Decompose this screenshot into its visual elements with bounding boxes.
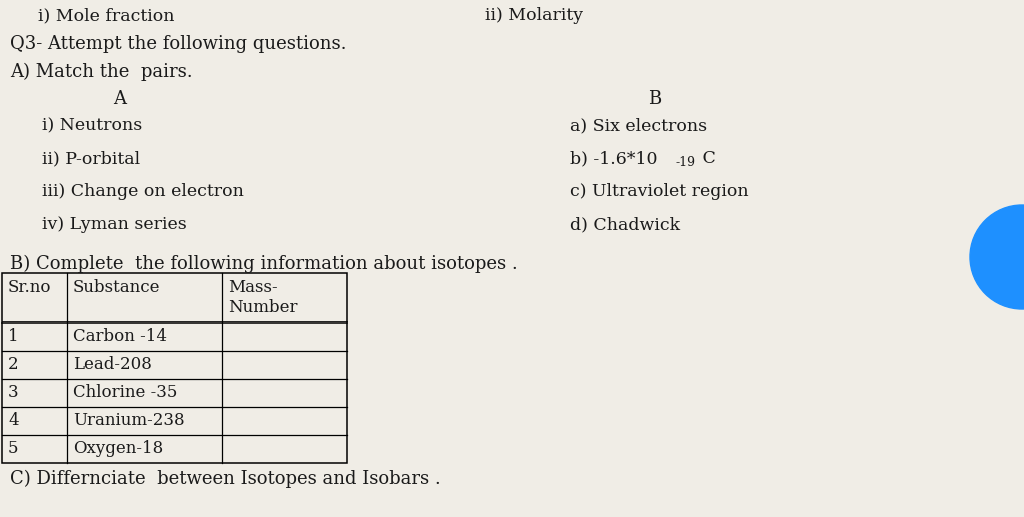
Text: Lead-208: Lead-208 (73, 356, 152, 373)
Text: Sr.no: Sr.no (8, 279, 51, 296)
Text: Substance: Substance (73, 279, 161, 296)
Text: Mass-
Number: Mass- Number (228, 279, 298, 315)
Text: 1: 1 (8, 328, 18, 345)
Text: Chlorine -35: Chlorine -35 (73, 384, 177, 401)
Text: i) Mole fraction: i) Mole fraction (38, 7, 174, 24)
Circle shape (970, 205, 1024, 309)
Text: i) Neutrons: i) Neutrons (42, 117, 142, 134)
Text: 4: 4 (8, 412, 18, 429)
Text: Oxygen-18: Oxygen-18 (73, 440, 163, 457)
Text: a) Six electrons: a) Six electrons (570, 117, 708, 134)
Text: Uranium-238: Uranium-238 (73, 412, 184, 429)
Text: A) Match the  pairs.: A) Match the pairs. (10, 63, 193, 81)
Text: C) Differnciate  between Isotopes and Isobars .: C) Differnciate between Isotopes and Iso… (10, 470, 440, 488)
Text: C: C (697, 150, 716, 167)
Text: 2: 2 (8, 356, 18, 373)
Text: 5: 5 (8, 440, 18, 457)
Text: B: B (648, 90, 662, 108)
Text: B) Complete  the following information about isotopes .: B) Complete the following information ab… (10, 255, 518, 273)
Text: A: A (114, 90, 127, 108)
Text: iii) Change on electron: iii) Change on electron (42, 183, 244, 200)
Text: -19: -19 (675, 156, 695, 169)
Bar (2, 273, 347, 463)
Text: Q3- Attempt the following questions.: Q3- Attempt the following questions. (10, 35, 346, 53)
Text: b) -1.6*10: b) -1.6*10 (570, 150, 657, 167)
Text: ii) P-orbital: ii) P-orbital (42, 150, 140, 167)
Text: c) Ultraviolet region: c) Ultraviolet region (570, 183, 749, 200)
Text: 3: 3 (8, 384, 18, 401)
Text: d) Chadwick: d) Chadwick (570, 216, 680, 233)
Text: Carbon -14: Carbon -14 (73, 328, 167, 345)
Text: iv) Lyman series: iv) Lyman series (42, 216, 186, 233)
Text: ii) Molarity: ii) Molarity (485, 7, 583, 24)
